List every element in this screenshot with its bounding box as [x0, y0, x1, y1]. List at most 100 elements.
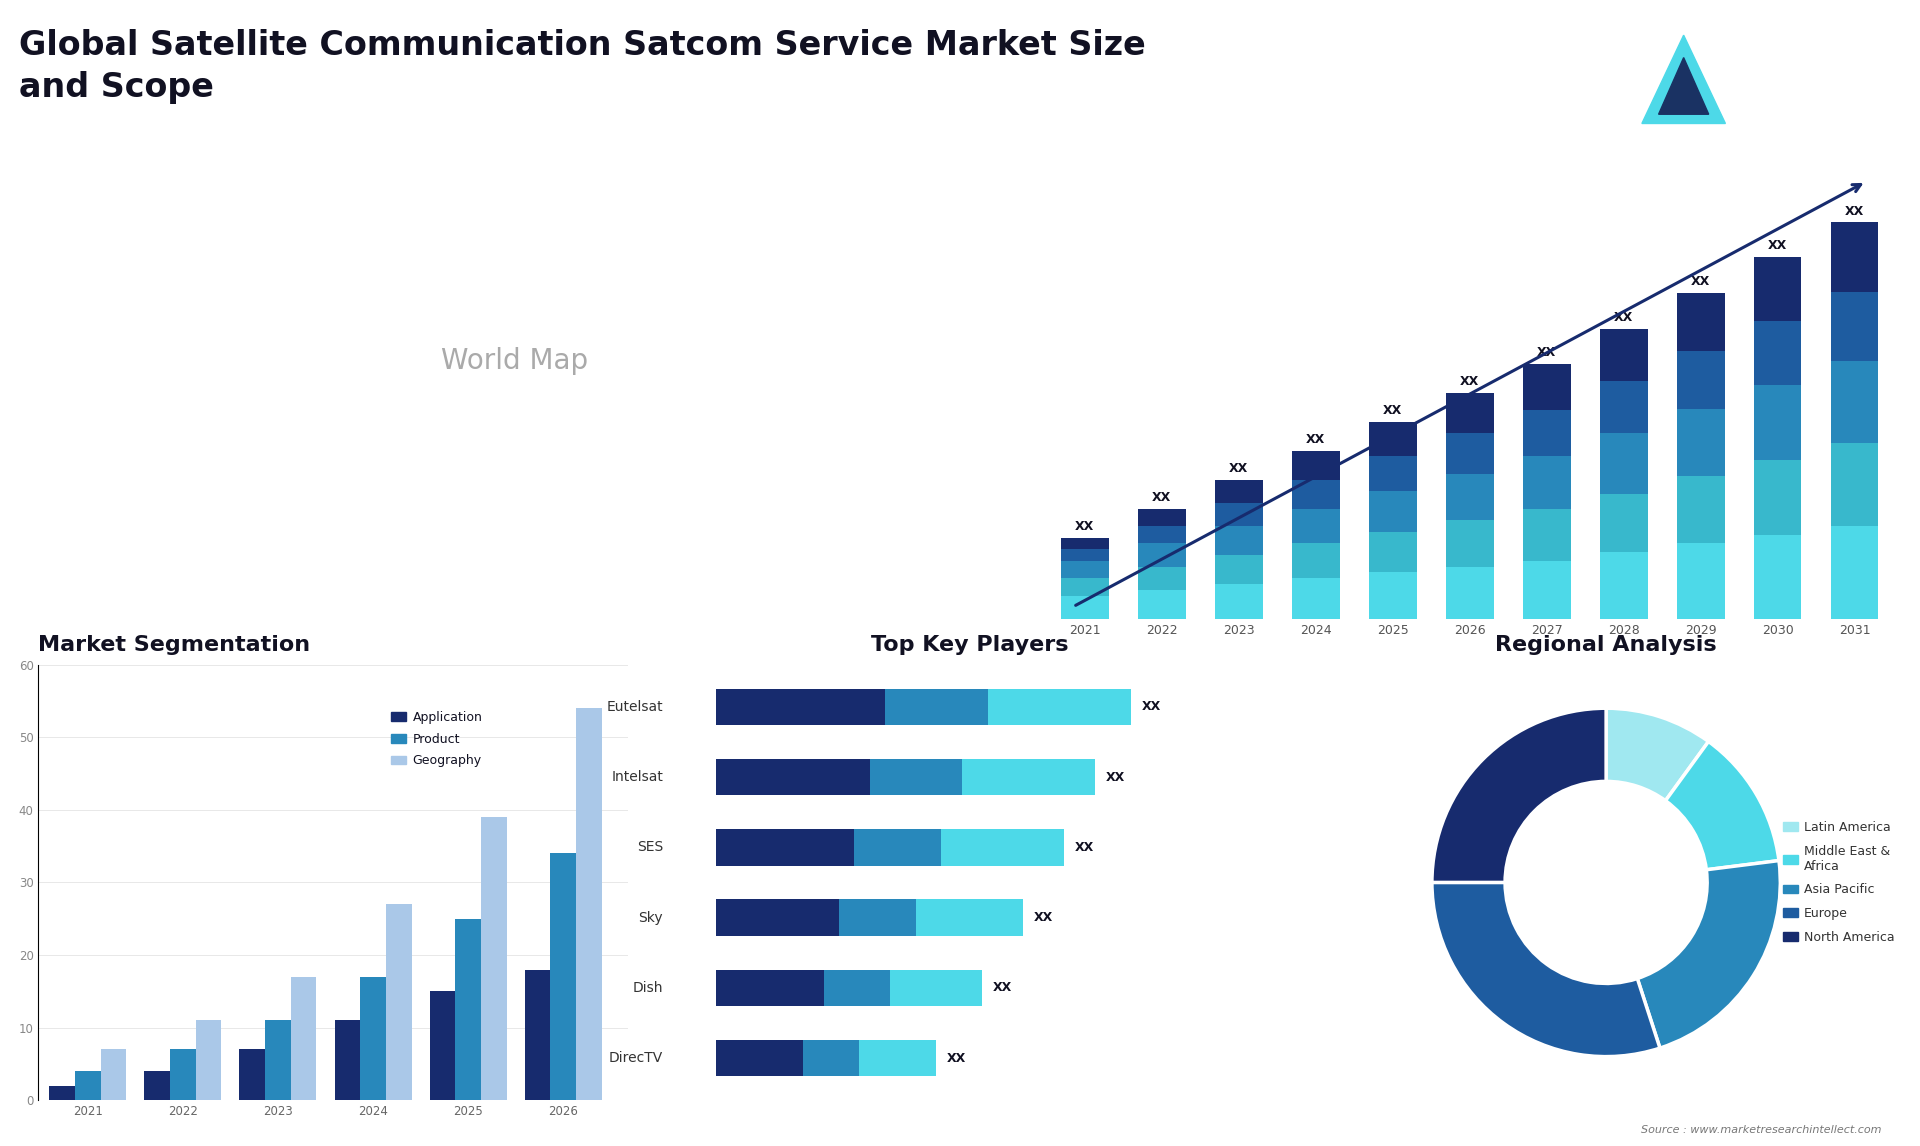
- Bar: [1599, 382, 1647, 433]
- Bar: [1292, 480, 1340, 509]
- FancyBboxPatch shape: [860, 1039, 937, 1076]
- FancyBboxPatch shape: [916, 900, 1023, 936]
- Text: XX: XX: [1152, 490, 1171, 504]
- Text: Market Segmentation: Market Segmentation: [38, 635, 311, 654]
- Circle shape: [1505, 782, 1707, 983]
- Text: MARKET: MARKET: [1741, 56, 1791, 66]
- Bar: [1523, 560, 1571, 619]
- Text: XX: XX: [1459, 375, 1478, 388]
- Bar: [1292, 543, 1340, 579]
- Bar: [1599, 329, 1647, 382]
- Wedge shape: [1665, 741, 1780, 870]
- Bar: [480, 817, 507, 1100]
- Bar: [1523, 456, 1571, 509]
- Bar: [1523, 509, 1571, 560]
- FancyBboxPatch shape: [839, 900, 916, 936]
- Bar: [1446, 433, 1494, 473]
- Title: Top Key Players: Top Key Players: [872, 635, 1068, 654]
- FancyBboxPatch shape: [891, 970, 983, 1006]
- Bar: [1062, 549, 1108, 560]
- Bar: [551, 854, 576, 1100]
- Bar: [1446, 393, 1494, 433]
- FancyBboxPatch shape: [716, 970, 824, 1006]
- Text: RESEARCH: RESEARCH: [1741, 79, 1805, 89]
- Bar: [1753, 535, 1801, 619]
- Text: World Map: World Map: [442, 347, 589, 375]
- Text: XX: XX: [1768, 240, 1788, 252]
- Wedge shape: [1607, 708, 1709, 801]
- FancyBboxPatch shape: [885, 689, 987, 725]
- Bar: [1676, 409, 1724, 477]
- Bar: [50, 1085, 75, 1100]
- FancyBboxPatch shape: [962, 759, 1094, 795]
- Text: Intelsat: Intelsat: [611, 770, 662, 784]
- Bar: [1446, 566, 1494, 619]
- Bar: [361, 976, 386, 1100]
- Bar: [1369, 456, 1417, 492]
- Bar: [100, 1050, 127, 1100]
- Bar: [1215, 503, 1263, 526]
- Text: Eutelsat: Eutelsat: [607, 700, 662, 714]
- Bar: [171, 1050, 196, 1100]
- Bar: [290, 976, 317, 1100]
- Bar: [1369, 573, 1417, 619]
- FancyBboxPatch shape: [987, 689, 1131, 725]
- Bar: [1215, 480, 1263, 503]
- Wedge shape: [1638, 861, 1780, 1049]
- Text: Sky: Sky: [639, 911, 662, 925]
- Bar: [1139, 509, 1187, 526]
- Bar: [1062, 560, 1108, 579]
- Text: XX: XX: [1033, 911, 1052, 924]
- Bar: [75, 1072, 100, 1100]
- Text: Dish: Dish: [632, 981, 662, 995]
- Bar: [1676, 293, 1724, 351]
- Bar: [1753, 257, 1801, 321]
- Bar: [1369, 422, 1417, 456]
- Bar: [1832, 442, 1878, 526]
- Bar: [524, 970, 551, 1100]
- Text: XX: XX: [1382, 405, 1402, 417]
- Text: XX: XX: [1845, 204, 1864, 218]
- Text: DirecTV: DirecTV: [609, 1051, 662, 1065]
- Text: XX: XX: [1692, 275, 1711, 289]
- Bar: [1753, 460, 1801, 535]
- FancyBboxPatch shape: [716, 759, 870, 795]
- Wedge shape: [1432, 882, 1661, 1057]
- FancyBboxPatch shape: [716, 689, 885, 725]
- Text: Source : www.marketresearchintellect.com: Source : www.marketresearchintellect.com: [1642, 1124, 1882, 1135]
- Bar: [1139, 543, 1187, 566]
- Bar: [240, 1050, 265, 1100]
- Bar: [1599, 433, 1647, 494]
- FancyBboxPatch shape: [824, 970, 891, 1006]
- Text: XX: XX: [1106, 770, 1125, 784]
- Text: XX: XX: [1075, 520, 1094, 533]
- Bar: [1676, 477, 1724, 543]
- Bar: [1292, 509, 1340, 543]
- FancyBboxPatch shape: [941, 829, 1064, 865]
- Bar: [144, 1072, 171, 1100]
- Bar: [1215, 526, 1263, 555]
- Legend: Latin America, Middle East &
Africa, Asia Pacific, Europe, North America: Latin America, Middle East & Africa, Asi…: [1778, 816, 1899, 949]
- Bar: [1676, 543, 1724, 619]
- Bar: [386, 904, 411, 1100]
- Bar: [1062, 579, 1108, 596]
- Bar: [1062, 596, 1108, 619]
- FancyBboxPatch shape: [854, 829, 941, 865]
- Text: XX: XX: [1075, 841, 1094, 854]
- Bar: [1139, 590, 1187, 619]
- Text: XX: XX: [1306, 433, 1325, 446]
- Bar: [334, 1020, 361, 1100]
- Bar: [430, 991, 455, 1100]
- Legend: Application, Product, Geography: Application, Product, Geography: [386, 706, 488, 772]
- Text: XX: XX: [1140, 700, 1160, 713]
- Bar: [1292, 450, 1340, 480]
- Bar: [1215, 584, 1263, 619]
- Text: Global Satellite Communication Satcom Service Market Size
and Scope: Global Satellite Communication Satcom Se…: [19, 29, 1146, 104]
- Bar: [1139, 566, 1187, 590]
- Bar: [1832, 222, 1878, 292]
- Polygon shape: [1659, 57, 1709, 115]
- Bar: [576, 708, 601, 1100]
- Bar: [1599, 551, 1647, 619]
- Bar: [1369, 492, 1417, 532]
- Bar: [1062, 537, 1108, 549]
